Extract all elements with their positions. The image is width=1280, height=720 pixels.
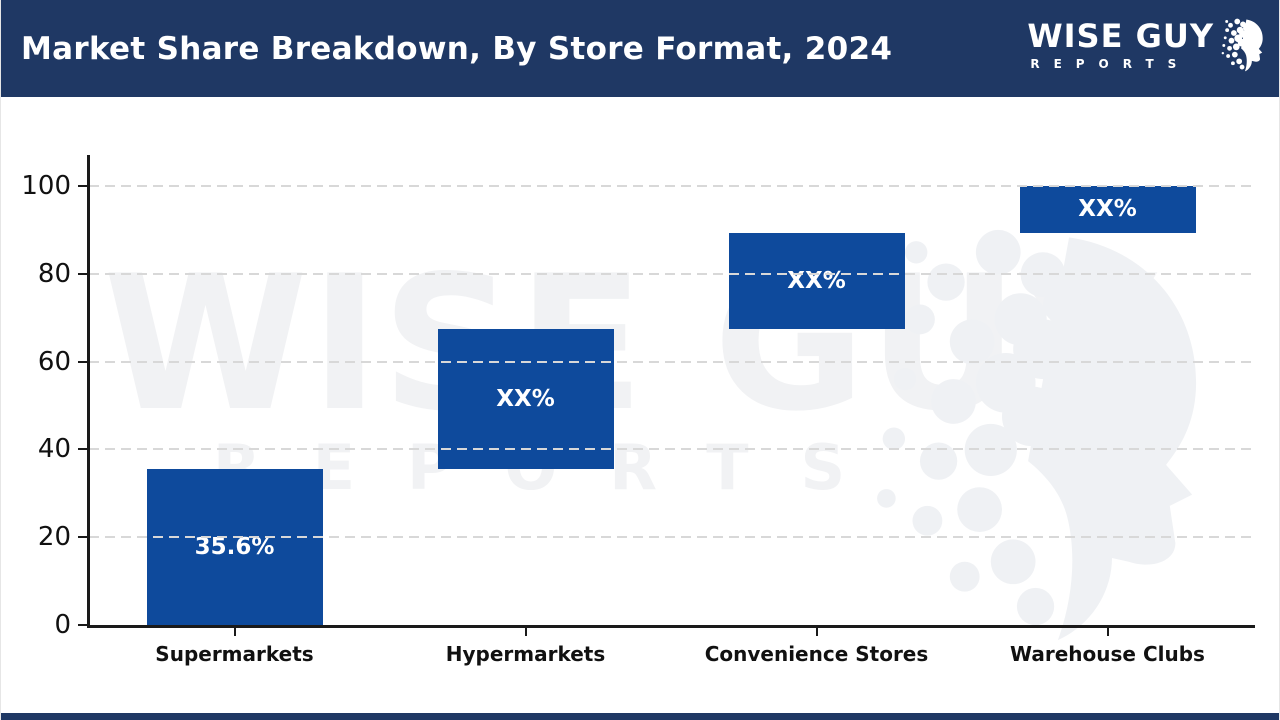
x-axis-label-warehouse-clubs: Warehouse Clubs [1010, 642, 1205, 666]
y-tick-20 [78, 536, 87, 539]
wise-guy-reports-logo: WISE GUY REPORTS [1027, 8, 1267, 82]
bar-value-label-hypermarkets: XX% [496, 385, 555, 412]
y-tick-0 [78, 624, 87, 626]
gridline-20 [89, 536, 1253, 539]
y-tick-label-100: 100 [21, 171, 71, 201]
watermark-head-graphic [853, 215, 1233, 655]
bar-convenience-stores: XX% [728, 232, 905, 330]
chart-title: Market Share Breakdown, By Store Format,… [21, 30, 893, 67]
gridline-40 [89, 448, 1253, 451]
x-tick-warehouse-clubs [1106, 628, 1109, 636]
bar-warehouse-clubs: XX% [1019, 186, 1196, 233]
y-tick-100 [78, 185, 87, 187]
y-tick-80 [78, 272, 87, 275]
y-tick-label-0: 0 [54, 610, 71, 640]
footer-bar [1, 713, 1279, 720]
gridline-80 [89, 272, 1253, 275]
logo-reports-text: REPORTS [1030, 57, 1191, 72]
x-axis-label-convenience-stores: Convenience Stores [704, 642, 929, 666]
x-axis-label-hypermarkets: Hypermarkets [445, 642, 606, 666]
bar-value-label-convenience-stores: XX% [787, 268, 846, 295]
x-axis-label-supermarkets: Supermarkets [155, 642, 314, 666]
y-tick-40 [78, 448, 87, 451]
gridline-100 [89, 185, 1253, 187]
y-tick-60 [78, 360, 87, 363]
header-bar: Market Share Breakdown, By Store Format,… [1, 0, 1279, 97]
chart-plot-area: WISE GUY REPORTS 02040608010035.6%Superm… [1, 97, 1279, 713]
y-axis [87, 155, 90, 628]
y-tick-label-20: 20 [37, 522, 71, 553]
y-tick-label-40: 40 [37, 434, 71, 465]
logo-text: WISE GUY REPORTS [1027, 16, 1214, 72]
logo-head-icon [1219, 8, 1267, 82]
logo-wiseguy-text: WISE GUY [1027, 16, 1214, 55]
bar-supermarkets: 35.6% [146, 468, 323, 625]
bar-hypermarkets: XX% [437, 329, 614, 469]
gridline-60 [89, 360, 1253, 363]
x-axis [87, 625, 1255, 628]
x-tick-convenience-stores [815, 628, 818, 636]
x-tick-hypermarkets [524, 628, 527, 636]
bar-value-label-warehouse-clubs: XX% [1078, 196, 1137, 223]
x-tick-supermarkets [233, 628, 236, 636]
y-tick-label-80: 80 [37, 258, 71, 289]
y-tick-label-60: 60 [37, 346, 71, 377]
